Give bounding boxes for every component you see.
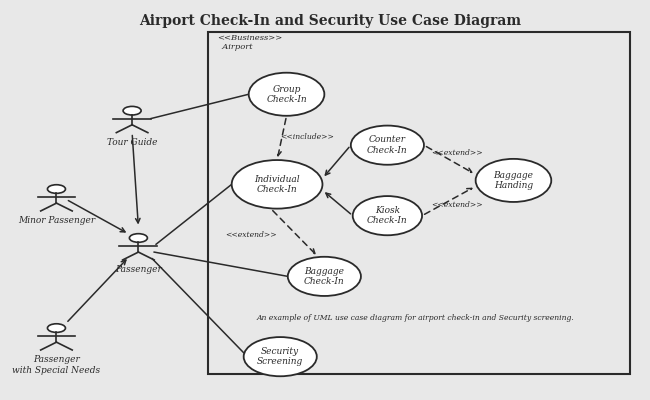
- Text: Passenger
with Special Needs: Passenger with Special Needs: [12, 356, 101, 375]
- Text: <<include>>: <<include>>: [280, 133, 333, 141]
- Text: Group
Check-In: Group Check-In: [266, 84, 307, 104]
- Ellipse shape: [476, 159, 551, 202]
- Ellipse shape: [47, 185, 66, 193]
- Text: <<Business>>
  Airport: <<Business>> Airport: [217, 34, 283, 51]
- Text: Airport Check-In and Security Use Case Diagram: Airport Check-In and Security Use Case D…: [140, 14, 522, 28]
- Ellipse shape: [231, 160, 322, 209]
- Ellipse shape: [288, 257, 361, 296]
- Ellipse shape: [244, 337, 317, 376]
- Text: Passenger: Passenger: [115, 266, 162, 274]
- Ellipse shape: [249, 73, 324, 116]
- Ellipse shape: [353, 196, 422, 235]
- Text: Baggage
Check-In: Baggage Check-In: [304, 267, 345, 286]
- Text: Counter
Check-In: Counter Check-In: [367, 136, 408, 155]
- Text: Individual
Check-In: Individual Check-In: [254, 175, 300, 194]
- Text: Baggage
Handing: Baggage Handing: [493, 171, 534, 190]
- Text: Kiosk
Check-In: Kiosk Check-In: [367, 206, 408, 225]
- Text: Minor Passenger: Minor Passenger: [18, 216, 95, 226]
- Text: An example of UML use case diagram for airport check-in and Security screening.: An example of UML use case diagram for a…: [257, 314, 575, 322]
- Text: <<extend>>: <<extend>>: [431, 149, 482, 157]
- Text: Security
Screening: Security Screening: [257, 347, 304, 366]
- Text: Tour Guide: Tour Guide: [107, 138, 157, 147]
- Ellipse shape: [47, 324, 66, 332]
- Ellipse shape: [129, 234, 148, 242]
- Text: <<extend>>: <<extend>>: [431, 201, 482, 209]
- Ellipse shape: [351, 126, 424, 165]
- Text: <<extend>>: <<extend>>: [225, 231, 276, 239]
- Ellipse shape: [123, 106, 141, 115]
